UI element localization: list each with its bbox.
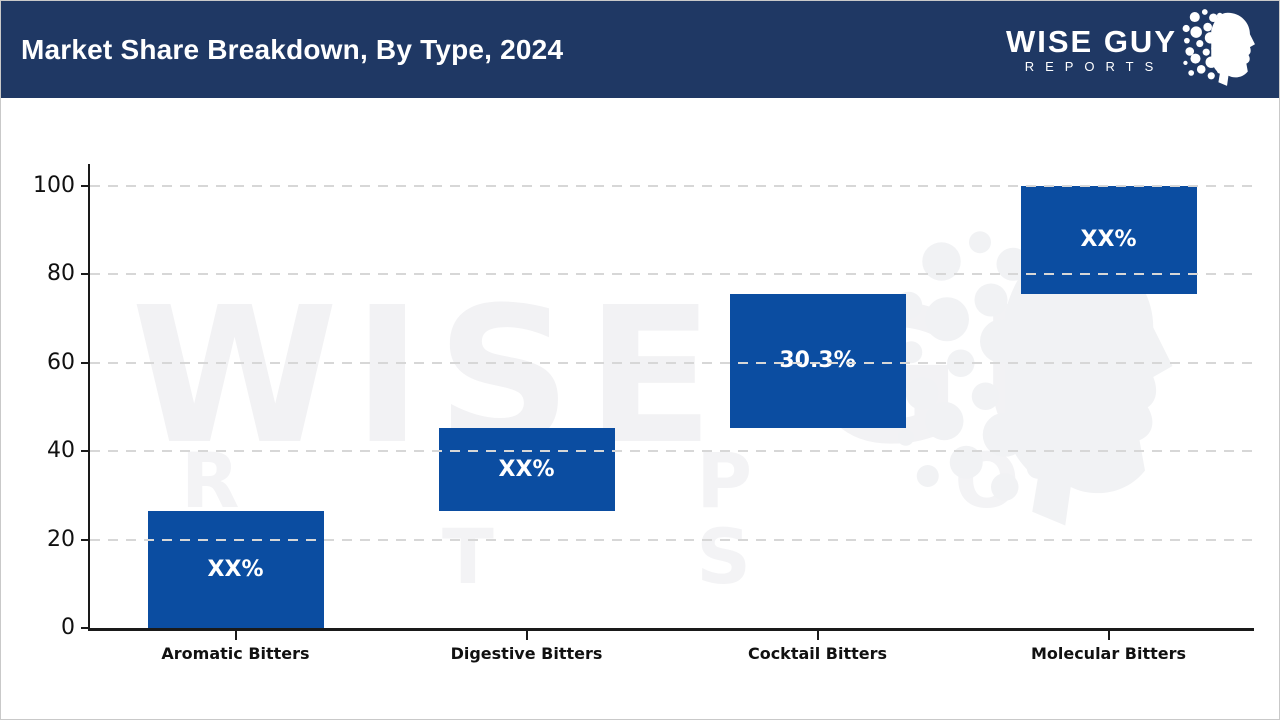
- x-axis-line: [88, 628, 1254, 631]
- y-tick-label-100: 100: [33, 172, 75, 198]
- x-category-label-3: Cocktail Bitters: [747, 644, 888, 663]
- y-tick-40: [81, 450, 90, 452]
- bar-aromatic-bitters: XX%: [147, 511, 324, 628]
- bar-value-label: XX%: [1080, 227, 1137, 253]
- chart-title: Market Share Breakdown, By Type, 2024: [21, 33, 564, 65]
- logo-brand-name: WISE GUY: [1005, 24, 1177, 59]
- logo-dotted-face-icon: [1182, 8, 1255, 86]
- y-tick-0: [81, 627, 90, 629]
- y-tick-label-40: 40: [47, 438, 75, 463]
- bar-value-label: XX%: [498, 457, 555, 483]
- bar-molecular-bitters: XX%: [1020, 185, 1197, 294]
- x-tick-1: [234, 631, 237, 640]
- gridline-80: [90, 273, 1254, 275]
- y-axis-line: [88, 164, 90, 630]
- bar-value-label: 30.3%: [779, 348, 856, 374]
- x-tick-4: [1107, 631, 1110, 640]
- logo-brand-subtitle: REPORTS: [1024, 59, 1165, 74]
- y-tick-80: [81, 273, 90, 275]
- wise-guy-logo: WISE GUY REPORTS: [1006, 6, 1265, 94]
- gridline-40: [90, 450, 1254, 452]
- y-tick-20: [81, 538, 90, 541]
- y-tick-100: [81, 184, 90, 187]
- header: Market Share Breakdown, By Type, 2024 WI…: [1, 1, 1279, 98]
- gridline-60: [90, 361, 1254, 364]
- gridline-100: [90, 184, 1254, 187]
- bar-cocktail-bitters: 30.3%: [729, 293, 906, 428]
- y-tick-label-80: 80: [47, 261, 75, 286]
- x-tick-2: [525, 631, 528, 640]
- y-tick-label-20: 20: [47, 526, 75, 552]
- plot-area: WISE GU R E P O R T S XX% XX% 30.3% XX% 0 20 4…: [1, 98, 1279, 719]
- x-category-label-4: Molecular Bitters: [1030, 644, 1187, 663]
- x-category-label-1: Aromatic Bitters: [161, 644, 310, 663]
- gridline-20: [90, 538, 1254, 541]
- x-category-label-2: Digestive Bitters: [450, 644, 603, 663]
- y-tick-label-0: 0: [61, 615, 75, 640]
- bar-value-label: XX%: [207, 557, 264, 583]
- bar-digestive-bitters: XX%: [438, 427, 615, 512]
- y-tick-label-60: 60: [47, 349, 75, 375]
- logo-text: WISE GUY REPORTS: [1006, 26, 1177, 73]
- y-tick-60: [81, 361, 90, 364]
- x-tick-3: [816, 631, 819, 640]
